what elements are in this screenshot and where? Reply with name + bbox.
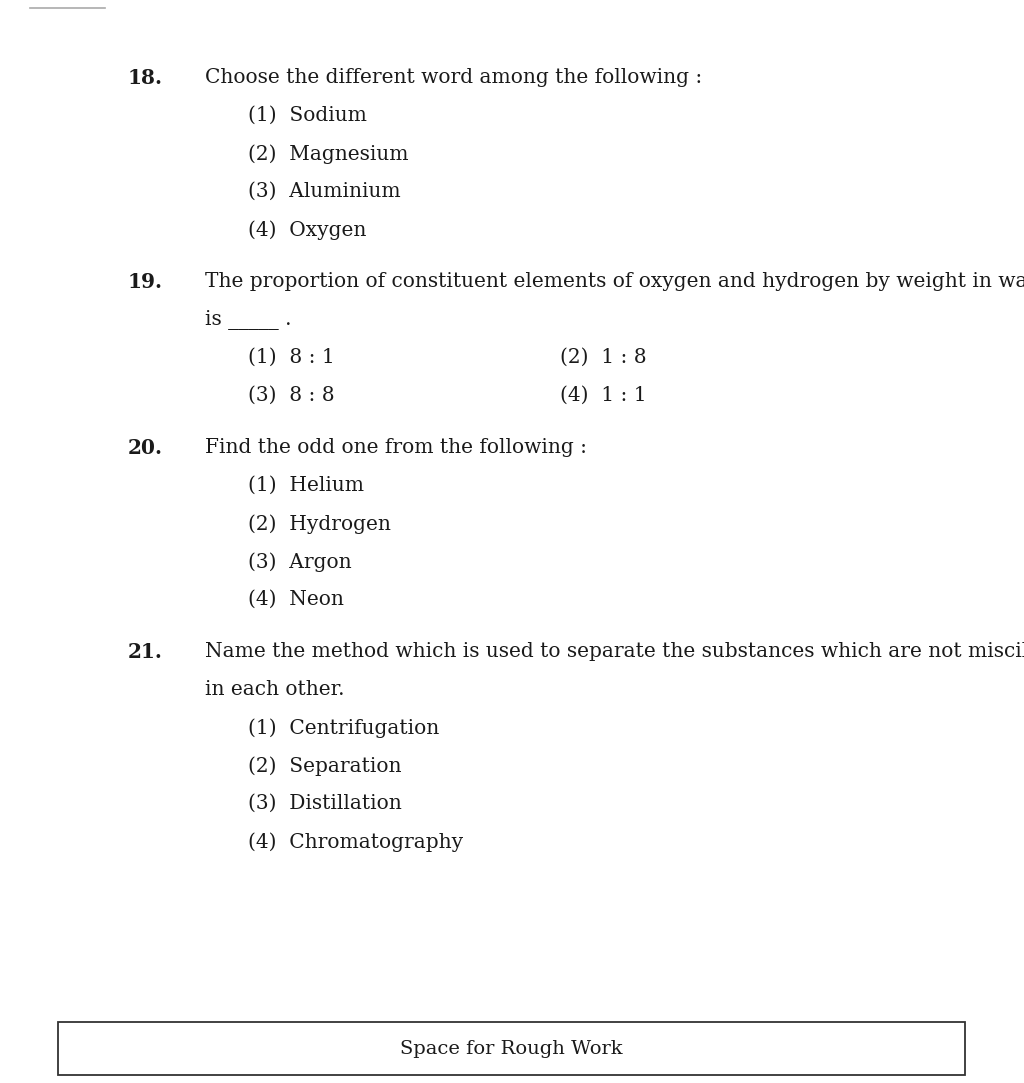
Text: (3)  Distillation: (3) Distillation	[248, 794, 401, 813]
Text: (3)  8 : 8: (3) 8 : 8	[248, 386, 335, 405]
Text: (4)  Chromatography: (4) Chromatography	[248, 832, 463, 851]
Text: Find the odd one from the following :: Find the odd one from the following :	[205, 438, 587, 457]
Text: (2)  Separation: (2) Separation	[248, 756, 401, 775]
Text: 18.: 18.	[128, 68, 163, 88]
Text: (3)  Aluminium: (3) Aluminium	[248, 182, 400, 201]
Text: (2)  Hydrogen: (2) Hydrogen	[248, 514, 391, 534]
Text: Choose the different word among the following :: Choose the different word among the foll…	[205, 68, 702, 87]
Text: (4)  Neon: (4) Neon	[248, 590, 344, 609]
Text: Space for Rough Work: Space for Rough Work	[400, 1040, 623, 1057]
Text: (2)  Magnesium: (2) Magnesium	[248, 144, 409, 164]
Text: (3)  Argon: (3) Argon	[248, 552, 351, 572]
Text: (4)  Oxygen: (4) Oxygen	[248, 220, 367, 239]
Text: (1)  8 : 1: (1) 8 : 1	[248, 348, 335, 367]
Text: in each other.: in each other.	[205, 680, 344, 699]
Text: (1)  Helium: (1) Helium	[248, 477, 364, 495]
Text: 19.: 19.	[128, 272, 163, 292]
Text: Name the method which is used to separate the substances which are not miscible: Name the method which is used to separat…	[205, 642, 1024, 661]
Text: (1)  Centrifugation: (1) Centrifugation	[248, 718, 439, 738]
Text: (4)  1 : 1: (4) 1 : 1	[560, 386, 646, 405]
Text: (2)  1 : 8: (2) 1 : 8	[560, 348, 646, 367]
Text: 20.: 20.	[128, 438, 163, 458]
Text: is _____ .: is _____ .	[205, 310, 292, 330]
Bar	[58, 1022, 965, 1075]
Text: 21.: 21.	[128, 642, 163, 662]
Text: The proportion of constituent elements of oxygen and hydrogen by weight in water: The proportion of constituent elements o…	[205, 272, 1024, 291]
Text: (1)  Sodium: (1) Sodium	[248, 106, 367, 125]
